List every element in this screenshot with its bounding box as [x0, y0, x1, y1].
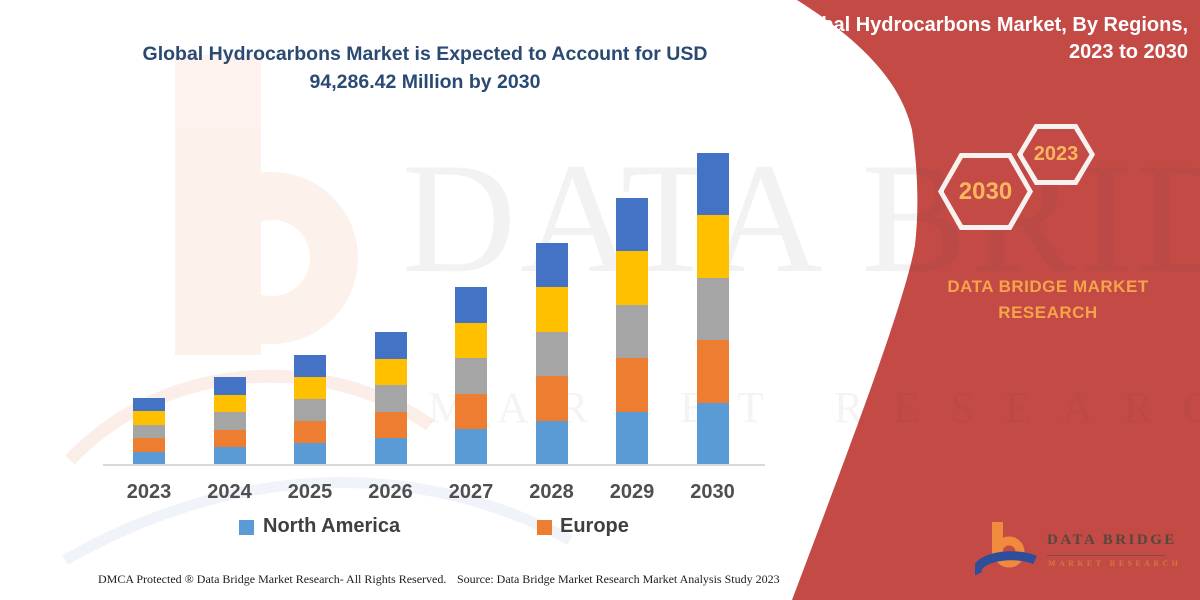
- bar-segment-2028-unlabeled-region-yellow: [535, 287, 568, 332]
- hexagon-2030: 2030: [938, 153, 1033, 230]
- bar-segment-2026-unlabeled-region-darkblue: [374, 332, 407, 359]
- x-axis-label-2027: 2027: [448, 481, 494, 503]
- bar-segment-2027-unlabeled-region-darkblue: [455, 287, 487, 323]
- bar-2025: [294, 355, 326, 465]
- x-axis-label-2025: 2025: [287, 481, 333, 503]
- bar-segment-2028-unlabeled-region-gray: [535, 331, 568, 377]
- logo-divider: [1047, 555, 1165, 556]
- red-side-panel: [792, 0, 1200, 600]
- bar-2027: [455, 287, 487, 465]
- bar-segment-2029-unlabeled-region-gray: [616, 304, 648, 359]
- bar-segment-2026-Europe: [374, 411, 407, 439]
- chart-legend: North America Europe: [0, 515, 770, 545]
- bar-segment-2027-unlabeled-region-yellow: [455, 322, 487, 359]
- bar-segment-2024-unlabeled-region-darkblue: [213, 377, 246, 395]
- panel-heading: Global Hydrocarbons Market, By Regions, …: [768, 12, 1188, 66]
- bar-segment-2028-North America: [535, 420, 568, 465]
- chart-title-line2: 94,286.42 Million by 2030: [309, 71, 541, 93]
- bar-2026: [374, 332, 407, 465]
- bar-2028: [535, 243, 568, 465]
- panel-brand-line1: DATA BRIDGE MARKET: [947, 277, 1149, 296]
- bar-2029: [616, 198, 648, 465]
- bar-segment-2024-Europe: [213, 429, 246, 448]
- b-watermark-icon: [175, 55, 358, 355]
- bar-segment-2025-North America: [294, 443, 326, 465]
- chart-title: Global Hydrocarbons Market is Expected t…: [108, 40, 742, 96]
- bar-segment-2024-North America: [213, 447, 246, 465]
- bar-segment-2026-unlabeled-region-yellow: [374, 358, 407, 386]
- x-axis-line: [103, 464, 765, 466]
- legend-label-europe: Europe: [560, 515, 629, 537]
- bar-segment-2030-unlabeled-region-gray: [696, 277, 729, 341]
- chart-title-line1: Global Hydrocarbons Market is Expected t…: [142, 43, 708, 65]
- bar-segment-2023-unlabeled-region-gray: [133, 424, 165, 439]
- hexagon-2023-label: 2023: [1022, 129, 1090, 180]
- hexagon-2030-label: 2030: [943, 158, 1028, 225]
- x-axis-label-2023: 2023: [126, 481, 172, 503]
- legend-swatch-europe: [537, 520, 552, 535]
- bar-segment-2025-unlabeled-region-darkblue: [294, 355, 326, 378]
- x-axis-label-2026: 2026: [368, 481, 413, 503]
- x-axis-label-2029: 2029: [609, 481, 655, 503]
- bar-segment-2023-Europe: [133, 438, 165, 452]
- logo-name-text: DATA BRIDGE: [1047, 532, 1177, 548]
- hexagon-2023: 2023: [1017, 124, 1095, 185]
- data-bridge-logo-icon: [972, 522, 1037, 577]
- bar-segment-2028-unlabeled-region-darkblue: [535, 243, 568, 288]
- bar-segment-2024-unlabeled-region-gray: [213, 412, 246, 430]
- bar-segment-2027-North America: [455, 429, 487, 465]
- x-axis-label-2028: 2028: [529, 481, 574, 503]
- bar-segment-2030-Europe: [696, 340, 729, 403]
- bar-segment-2030-North America: [696, 402, 729, 465]
- bar-segment-2025-unlabeled-region-gray: [294, 399, 326, 422]
- bar-segment-2025-unlabeled-region-yellow: [294, 377, 326, 400]
- bar-segment-2029-unlabeled-region-darkblue: [616, 198, 648, 252]
- bar-segment-2023-unlabeled-region-yellow: [133, 411, 165, 425]
- bar-segment-2029-Europe: [616, 358, 648, 412]
- bar-segment-2029-North America: [616, 411, 648, 465]
- footer-dmca-text: DMCA Protected ® Data Bridge Market Rese…: [98, 572, 447, 586]
- data-bridge-logo: DATA BRIDGE MARKET RESEARCH: [972, 518, 1190, 588]
- hexagon-2023-border: 2023: [1017, 124, 1095, 185]
- bar-segment-2029-unlabeled-region-yellow: [616, 251, 648, 305]
- panel-brand-text: DATA BRIDGE MARKET RESEARCH: [930, 274, 1166, 326]
- bar-segment-2024-unlabeled-region-yellow: [213, 394, 246, 413]
- bar-2030: [696, 153, 729, 465]
- panel-heading-line2: 2023 to 2030: [1069, 41, 1188, 63]
- bar-segment-2028-Europe: [535, 376, 568, 421]
- logo-tagline-text: MARKET RESEARCH: [1048, 559, 1182, 568]
- bar-segment-2027-unlabeled-region-gray: [455, 358, 487, 394]
- bar-segment-2026-unlabeled-region-gray: [374, 385, 407, 412]
- legend-label-north-america: North America: [263, 515, 401, 537]
- footer-source-text: Source: Data Bridge Market Research Mark…: [457, 572, 780, 586]
- panel-heading-line1: Global Hydrocarbons Market, By Regions,: [787, 14, 1188, 36]
- legend-swatch-north-america: [239, 520, 254, 535]
- bar-2024: [213, 377, 246, 465]
- x-axis-label-2024: 2024: [207, 481, 252, 503]
- bar-segment-2030-unlabeled-region-yellow: [696, 215, 729, 278]
- bar-segment-2026-North America: [374, 438, 407, 465]
- x-axis-label-2030: 2030: [690, 481, 735, 503]
- blue-swoosh-watermark-icon: [62, 477, 573, 565]
- bar-segment-2023-unlabeled-region-darkblue: [133, 398, 165, 412]
- hexagon-2030-border: 2030: [938, 153, 1033, 230]
- bar-segment-2023-North America: [133, 451, 165, 465]
- bar-segment-2025-Europe: [294, 421, 326, 443]
- bar-2023: [133, 398, 165, 465]
- panel-brand-line2: RESEARCH: [998, 303, 1098, 322]
- bar-segment-2027-Europe: [455, 393, 487, 430]
- bar-segment-2030-unlabeled-region-darkblue: [696, 153, 729, 216]
